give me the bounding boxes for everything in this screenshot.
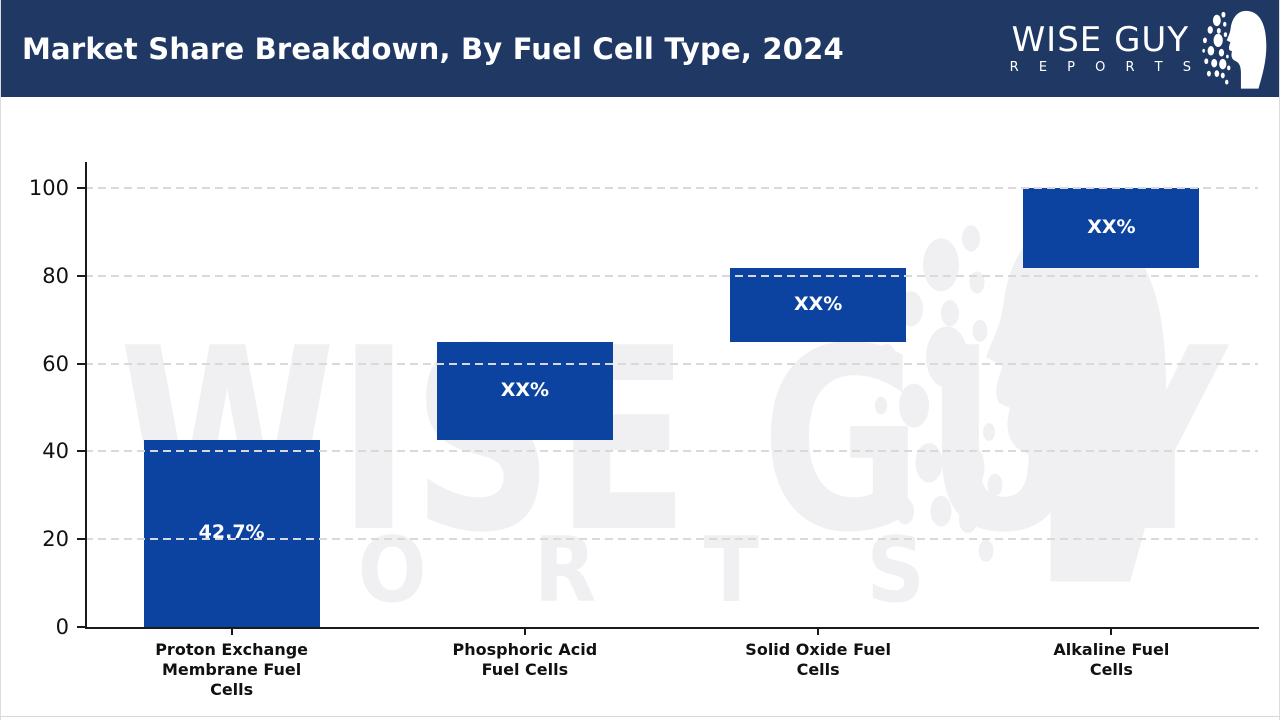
- header-bar: Market Share Breakdown, By Fuel Cell Typ…: [1, 0, 1279, 97]
- y-tick-mark: [77, 450, 85, 453]
- logo-subtitle: R E P O R T S: [1009, 60, 1199, 75]
- category-label: Alkaline Fuel Cells: [1053, 640, 1170, 679]
- y-tick-label: 0: [55, 615, 69, 639]
- page-title: Market Share Breakdown, By Fuel Cell Typ…: [22, 31, 844, 66]
- y-tick-mark: [77, 187, 85, 189]
- bar-value-label: XX%: [500, 378, 550, 401]
- y-tick-mark: [77, 538, 85, 541]
- bottom-divider: [1, 716, 1279, 717]
- y-tick-label: 100: [28, 176, 69, 200]
- x-tick-mark: [230, 627, 233, 635]
- x-axis-spine: [85, 627, 1259, 629]
- y-tick-label: 40: [42, 439, 69, 464]
- bar-value-label: 42.7%: [198, 521, 265, 544]
- waterfall-bar: [143, 439, 320, 627]
- y-tick-mark: [77, 274, 85, 277]
- gridline: [85, 187, 1258, 189]
- gridline: [85, 362, 1258, 365]
- y-tick-mark: [77, 362, 85, 365]
- x-tick-mark: [817, 627, 820, 635]
- logo-name: WISE GUY: [1011, 20, 1190, 60]
- y-tick-label: 20: [42, 527, 69, 552]
- bar-value-label: XX%: [1087, 216, 1136, 239]
- gridline: [85, 274, 1258, 277]
- y-tick-label: 80: [42, 263, 69, 288]
- y-tick-mark: [77, 626, 85, 628]
- waterfall-bar: [1023, 188, 1200, 269]
- gridline: [85, 538, 1258, 541]
- x-tick-mark: [1110, 627, 1113, 635]
- wise-guy-logo: WISE GUY R E P O R T S: [1002, 9, 1279, 89]
- bar-value-label: XX%: [793, 292, 843, 315]
- x-tick-mark: [523, 627, 526, 635]
- y-tick-label: 60: [42, 351, 69, 376]
- waterfall-bar: [436, 341, 613, 440]
- category-label: Phosphoric Acid Fuel Cells: [452, 640, 598, 679]
- category-label: Solid Oxide Fuel Cells: [745, 640, 891, 679]
- gridline: [85, 450, 1258, 453]
- logo-text: WISE GUY R E P O R T S: [1002, 23, 1199, 74]
- category-label: Proton Exchange Membrane Fuel Cells: [155, 640, 309, 699]
- y-axis-spine: [85, 162, 87, 628]
- waterfall-bar: [730, 268, 907, 342]
